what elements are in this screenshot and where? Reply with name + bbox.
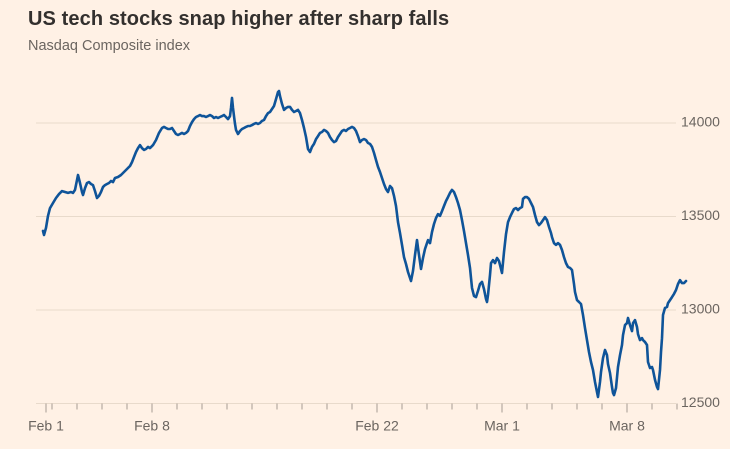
y-axis-label: 13000 (681, 301, 720, 317)
x-axis-label: Mar 1 (484, 418, 520, 434)
chart-title: US tech stocks snap higher after sharp f… (28, 8, 450, 30)
price-line (41, 89, 688, 399)
y-axis-label: 12500 (681, 394, 720, 410)
y-axis-label: 14000 (681, 114, 720, 130)
x-axis-label: Mar 8 (609, 418, 645, 434)
chart-subtitle: Nasdaq Composite index (28, 38, 191, 54)
x-axis-label: Feb 8 (134, 418, 170, 434)
x-axis-label: Feb 22 (355, 418, 399, 434)
y-axis-label: 13500 (681, 207, 720, 223)
x-axis-label: Feb 1 (28, 418, 64, 434)
